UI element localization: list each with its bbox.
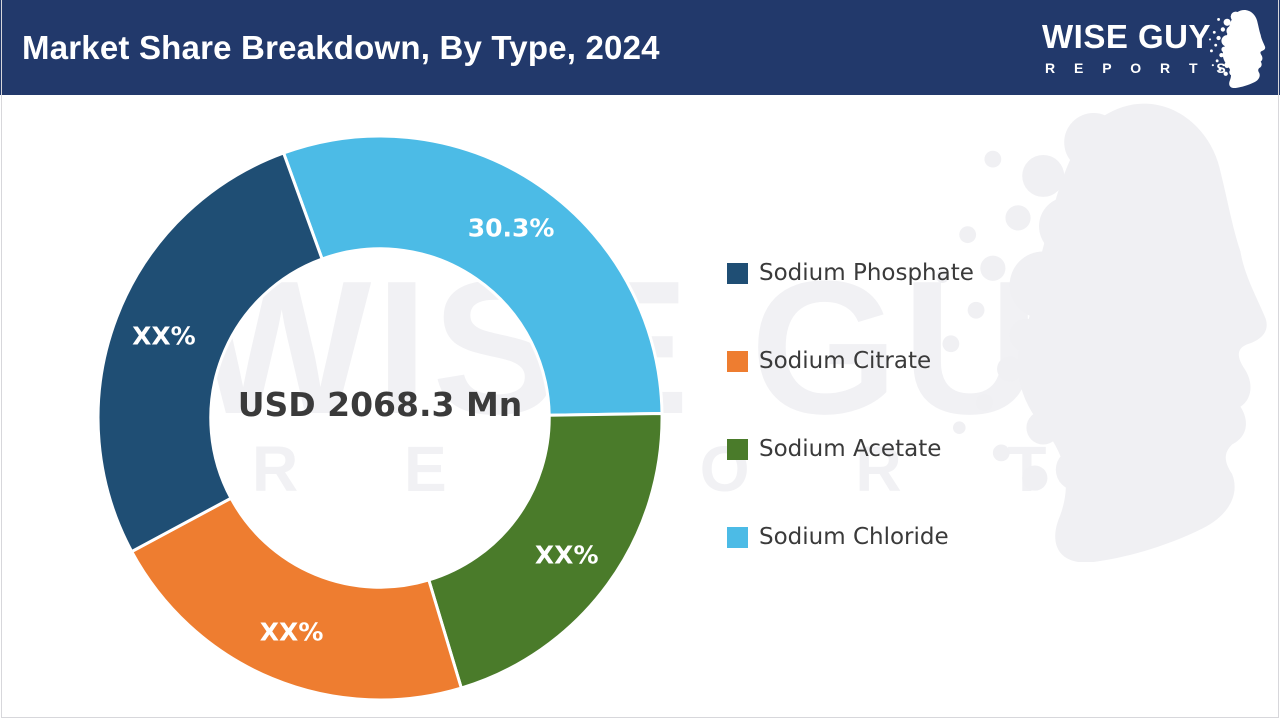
donut-slice-sodium-acetate [427,412,664,690]
legend-swatch [727,262,748,284]
legend-item-sodium-phosphate: Sodium Phosphate [727,259,974,286]
legend-swatch [727,350,748,372]
slice-percent-label-sodium-chloride: 30.3% [468,214,555,243]
donut-slices [96,134,664,702]
legend-swatch [727,526,748,548]
slice-percent-label-sodium-citrate: XX% [260,618,324,647]
slice-percent-label-sodium-acetate: XX% [535,540,599,569]
donut-chart: 30.3% XX% XX% XX% USD 2068.3 Mn [96,134,664,702]
legend-label: Sodium Acetate [759,435,942,462]
legend-item-sodium-acetate: Sodium Acetate [727,435,974,462]
page-title: Market Share Breakdown, By Type, 2024 [22,28,660,66]
legend-label: Sodium Chloride [759,523,949,550]
wiseguy-logo: WISE GUY R E P O R T S [1014,6,1266,90]
chart-legend: Sodium Phosphate Sodium Citrate Sodium Ace… [727,259,974,550]
legend-item-sodium-chloride: Sodium Chloride [727,523,974,550]
donut-center-label: USD 2068.3 Mn [238,385,523,424]
logo-face-icon [1208,9,1266,88]
donut-slice-sodium-phosphate [96,151,324,554]
slice-percent-label-sodium-phosphate: XX% [132,322,196,351]
donut-slice-sodium-chloride [282,134,664,417]
legend-label: Sodium Phosphate [759,259,974,286]
legend-item-sodium-citrate: Sodium Citrate [727,347,974,374]
legend-swatch [727,438,748,460]
logo-reports-text: R E P O R T S [1045,60,1234,76]
header-bar: Market Share Breakdown, By Type, 2024 WI… [0,0,1280,95]
donut-slice-labels: 30.3% XX% XX% XX% [132,214,598,647]
legend-label: Sodium Citrate [759,347,932,374]
donut-slice-sodium-citrate [130,496,463,702]
logo-wordmark: WISE GUY [1042,18,1212,55]
